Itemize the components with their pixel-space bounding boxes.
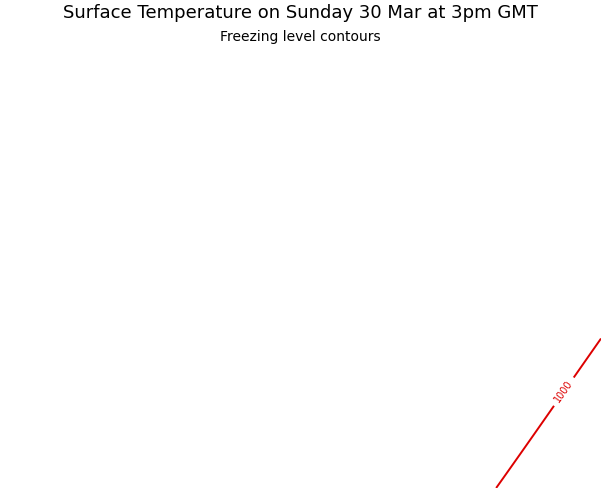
- Text: Surface Temperature on Sunday 30 Mar at 3pm GMT: Surface Temperature on Sunday 30 Mar at …: [63, 3, 538, 21]
- Text: 1000: 1000: [553, 379, 575, 405]
- Text: Freezing level contours: Freezing level contours: [220, 30, 381, 44]
